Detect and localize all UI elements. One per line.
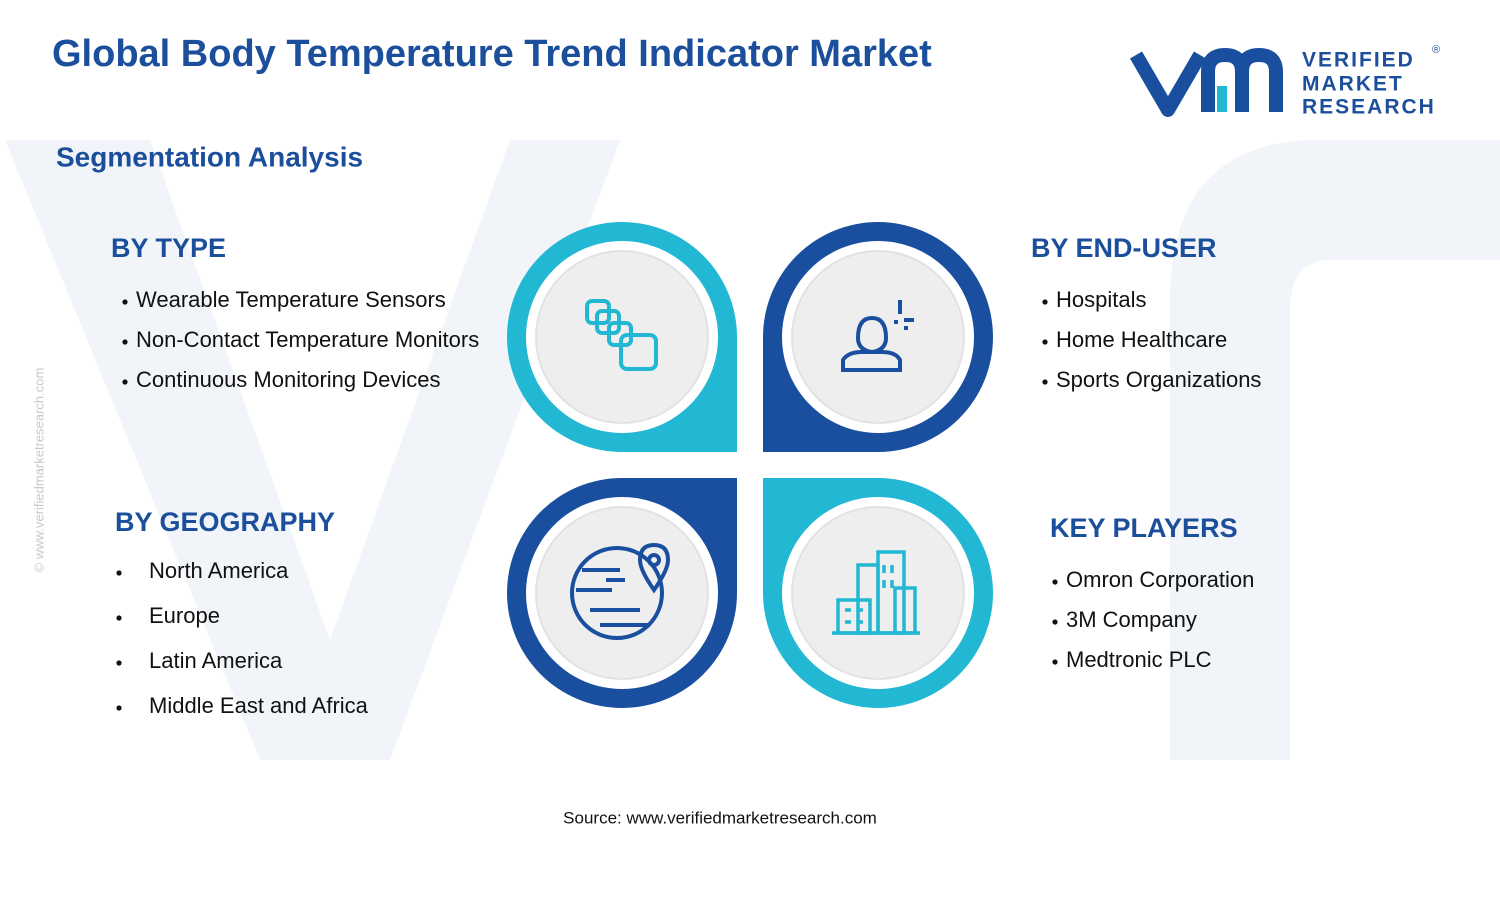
segment-item: Middle East and Africa (149, 693, 369, 718)
bullet (116, 570, 122, 576)
bullet (122, 339, 128, 345)
segment-item: Home Healthcare (1056, 327, 1227, 352)
bullet (122, 379, 128, 385)
segment-item: Latin America (149, 648, 283, 673)
logo: VERIFIED MARKET RESEARCH ® (1129, 44, 1440, 119)
segment-heading: BY TYPE (111, 233, 226, 263)
logo-mark: ® (1432, 44, 1440, 56)
bullet (1042, 339, 1048, 345)
subtitle: Segmentation Analysis (56, 141, 363, 172)
type-icon (585, 299, 658, 371)
segment-item: 3M Company (1066, 607, 1197, 632)
segment-heading: BY END-USER (1031, 233, 1217, 263)
logo-text: VERIFIED (1302, 49, 1415, 72)
bullet (116, 615, 122, 621)
bullet (116, 660, 122, 666)
bullet (122, 299, 128, 305)
segment-item: North America (149, 558, 289, 583)
segment-item: Non-Contact Temperature Monitors (136, 327, 479, 352)
bullet (1052, 579, 1058, 585)
segment-item: Medtronic PLC (1066, 647, 1212, 672)
logo-text: RESEARCH (1302, 96, 1436, 119)
segment-item: Sports Organizations (1056, 367, 1261, 392)
segment-item: Europe (149, 603, 220, 628)
key-players-icon (832, 550, 920, 635)
source-note: Source: www.verifiedmarketresearch.com (563, 808, 877, 827)
segment-item: Omron Corporation (1066, 567, 1254, 592)
page-title: Global Body Temperature Trend Indicator … (52, 33, 932, 75)
end-user-icon (841, 300, 914, 372)
logo-text: MARKET (1302, 73, 1404, 96)
bullet (1052, 659, 1058, 665)
bullet (1042, 299, 1048, 305)
segment-heading: BY GEOGRAPHY (115, 507, 335, 537)
quadrants (507, 222, 993, 708)
bullet (116, 705, 122, 711)
segment-heading: KEY PLAYERS (1050, 513, 1238, 543)
segment-item: Continuous Monitoring Devices (136, 367, 441, 392)
segment-item: Hospitals (1056, 287, 1146, 312)
geography-icon (570, 542, 671, 640)
segment-item: Wearable Temperature Sensors (136, 287, 446, 312)
bullet (1042, 379, 1048, 385)
bullet (1052, 619, 1058, 625)
background-watermark (5, 140, 1500, 760)
quadrant-inner-disc (791, 250, 965, 424)
watermark-text: © www.verifiedmarketresearch.com (31, 368, 46, 573)
quadrant-inner-disc (535, 506, 709, 680)
